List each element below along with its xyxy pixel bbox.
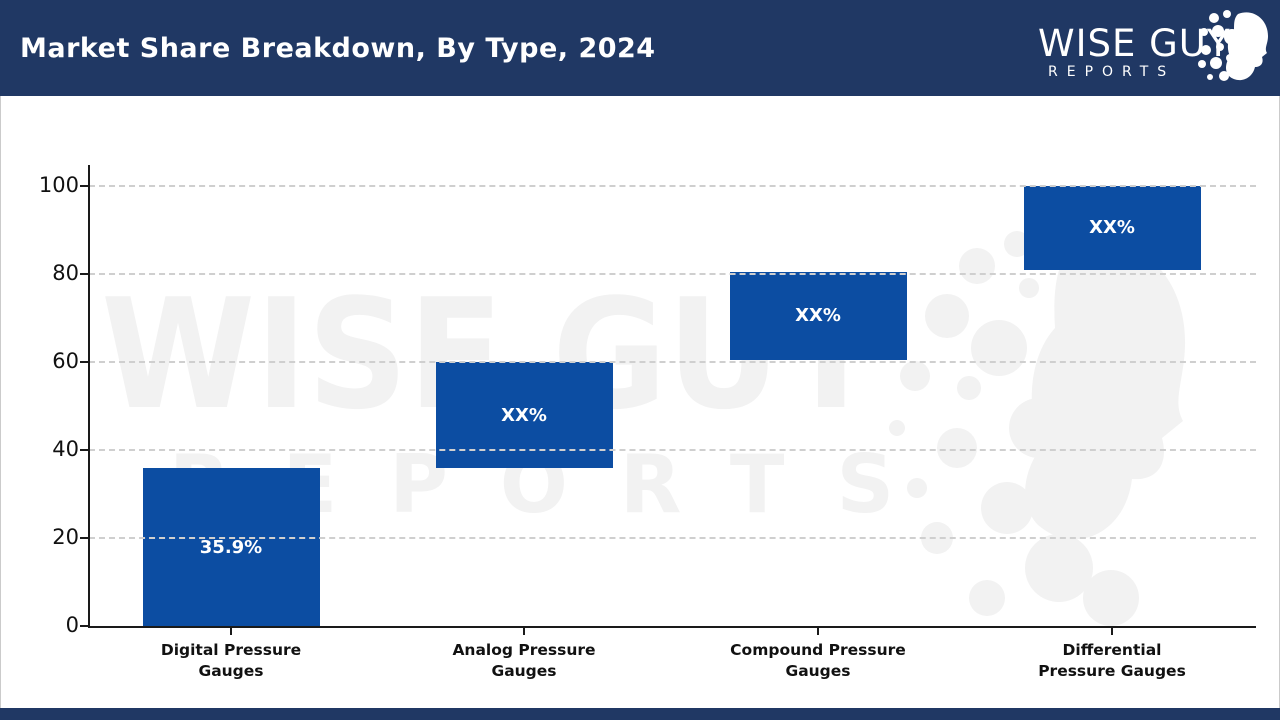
watermark-head-icon — [880, 231, 1186, 626]
y-tick-label-80: 80 — [52, 261, 79, 285]
bar-value-label-2: XX% — [501, 404, 547, 426]
y-axis-line — [88, 165, 90, 628]
bar-3: XX% — [729, 271, 907, 360]
bar-value-label-1: 35.9% — [199, 536, 263, 558]
x-tick-mark-4 — [1111, 628, 1113, 635]
y-tick-label-0: 0 — [65, 613, 79, 637]
y-tick-label-40: 40 — [52, 437, 79, 461]
logo-head-icon — [1198, 10, 1268, 81]
y-tick-mark-0 — [80, 625, 89, 627]
x-tick-mark-3 — [817, 628, 819, 635]
bar-4: XX% — [1023, 186, 1201, 270]
y-tick-mark-100 — [80, 185, 89, 187]
y-tick-label-20: 20 — [52, 525, 79, 549]
logo-wordmark: WISE GUY — [1038, 22, 1231, 65]
y-tick-label-60: 60 — [52, 349, 79, 373]
gridline-40 — [89, 449, 1256, 451]
y-tick-mark-40 — [80, 449, 89, 451]
footer-bar — [0, 708, 1280, 720]
plot-area: 0 20 40 60 80 100 35.9% Digital Pressure Gauges… — [1, 96, 1279, 708]
category-label-1: Digital Pressure Gauges — [160, 641, 302, 680]
bar-value-label-3: XX% — [795, 305, 841, 327]
bar-value-label-4: XX% — [1089, 217, 1135, 239]
y-tick-label-100: 100 — [38, 173, 79, 197]
category-label-2: Analog Pressure Gauges — [452, 641, 596, 680]
gridline-60 — [89, 361, 1256, 363]
category-label-3: Compound Pressure Gauges — [730, 641, 906, 680]
y-tick-mark-20 — [80, 537, 89, 539]
gridline-100 — [89, 185, 1256, 187]
chart-canvas: WISE GUY REPORTS 0 20 40 60 80 100 35.9% Digita… — [0, 96, 1280, 708]
chart-title: Market Share Breakdown, By Type, 2024 — [20, 32, 656, 64]
wise-guy-reports-logo: WISE GUY REPORTS — [1004, 6, 1272, 90]
y-tick-mark-60 — [80, 361, 89, 363]
header-bar: Market Share Breakdown, By Type, 2024 WI… — [0, 0, 1280, 96]
x-tick-mark-2 — [523, 628, 525, 635]
x-tick-mark-1 — [230, 628, 232, 635]
gridline-20 — [89, 537, 1256, 539]
x-axis-line — [88, 626, 1256, 628]
y-tick-mark-80 — [80, 273, 89, 275]
gridline-80 — [89, 273, 1256, 275]
bar-1: 35.9% — [142, 468, 320, 626]
logo-subtext: REPORTS — [1048, 64, 1176, 80]
category-label-4: Differential Pressure Gauges — [1038, 641, 1186, 680]
bar-2: XX% — [435, 362, 613, 469]
